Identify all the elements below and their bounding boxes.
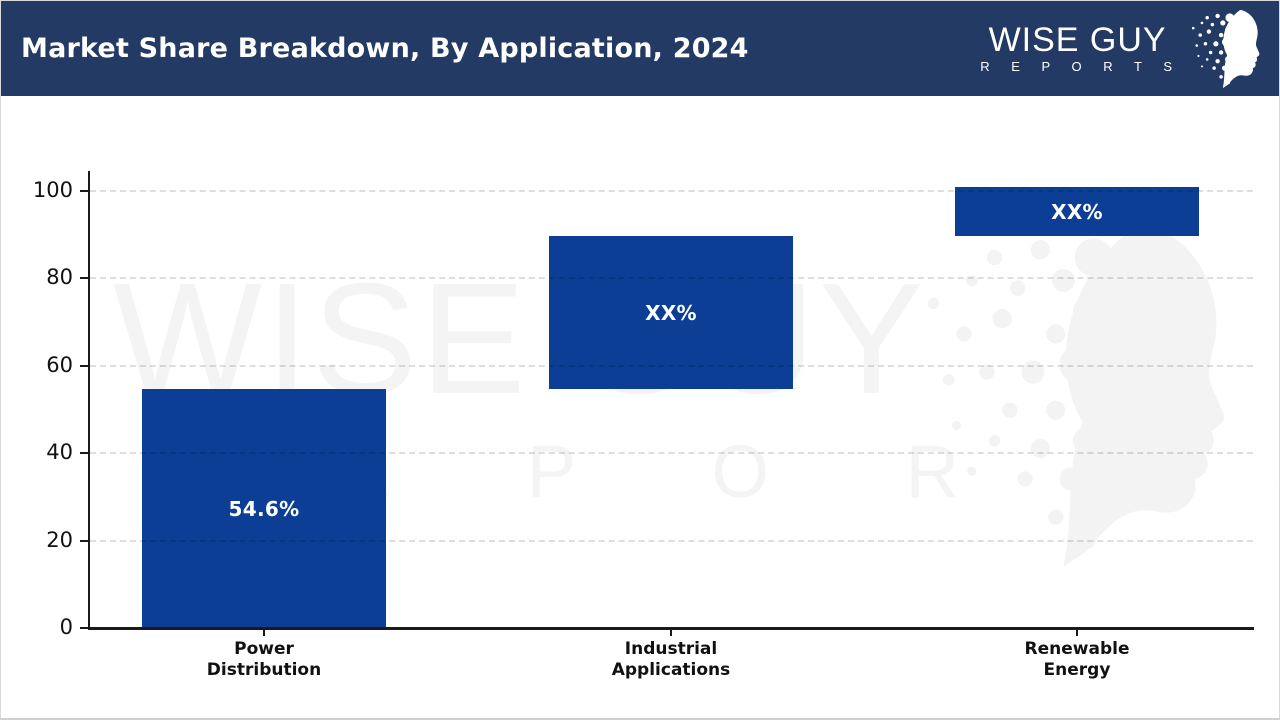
y-tick-mark: [80, 189, 88, 192]
y-tick-mark: [80, 277, 88, 279]
logo-wordmark: WISE GUY R E P O R T S: [974, 23, 1181, 74]
gridline: [90, 539, 1253, 542]
bar-segment: 54.6%: [142, 389, 386, 628]
wise-guy-logo: WISE GUY R E P O R T S: [974, 9, 1263, 89]
category-label: Industrial Applications: [561, 639, 781, 681]
bar-value-label: XX%: [645, 300, 697, 325]
y-tick-mark: [80, 364, 88, 367]
y-tick-mark: [80, 627, 88, 629]
category-label: Renewable Energy: [967, 639, 1187, 681]
gridline: [90, 452, 1253, 454]
x-tick-mark: [670, 629, 672, 636]
y-tick-label: 100: [32, 177, 73, 202]
bar-value-label: 54.6%: [228, 496, 300, 521]
category-label-text: Industrial Applications: [611, 639, 731, 680]
y-tick-mark: [80, 452, 88, 454]
gridline: [90, 189, 1253, 192]
x-tick-mark: [1076, 629, 1078, 636]
y-tick-label: 20: [46, 527, 73, 552]
y-tick-label: 60: [46, 352, 73, 377]
logo-line2: R E P O R T S: [980, 59, 1181, 74]
y-tick-label: 80: [46, 265, 73, 289]
y-tick-mark: [80, 539, 88, 542]
gridline: [90, 364, 1253, 367]
page-title: Market Share Breakdown, By Application, …: [21, 33, 749, 64]
bar-value-label: XX%: [1051, 199, 1103, 224]
y-axis-line: [88, 171, 90, 629]
bar-segment: XX%: [955, 187, 1199, 236]
y-tick-label: 0: [59, 615, 73, 639]
x-axis-line: [88, 627, 1254, 630]
logo-line1: WISE GUY: [988, 21, 1167, 59]
y-tick-label: 40: [46, 440, 73, 464]
header-bar: Market Share Breakdown, By Application, …: [1, 1, 1279, 96]
category-label: Power Distribution: [154, 639, 374, 681]
category-label-text: Power Distribution: [206, 639, 322, 680]
gridline: [90, 277, 1253, 279]
x-tick-mark: [263, 629, 265, 636]
category-label-text: Renewable Energy: [1024, 639, 1130, 680]
bar-segment: XX%: [549, 236, 793, 390]
